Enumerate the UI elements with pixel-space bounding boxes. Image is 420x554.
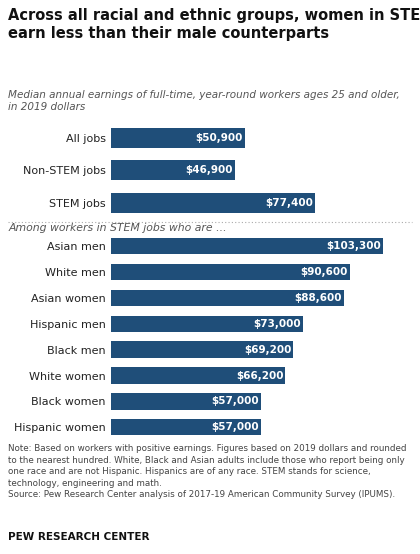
Bar: [111, 367, 285, 383]
Bar: [111, 160, 235, 181]
Text: Median annual earnings of full-time, year-round workers ages 25 and older,
in 20: Median annual earnings of full-time, yea…: [8, 90, 400, 112]
Text: $69,200: $69,200: [244, 345, 291, 355]
Text: $46,900: $46,900: [185, 165, 233, 176]
Text: $57,000: $57,000: [211, 397, 259, 407]
Bar: [111, 193, 315, 213]
Bar: [111, 341, 293, 357]
Text: PEW RESEARCH CENTER: PEW RESEARCH CENTER: [8, 532, 150, 542]
Text: $88,600: $88,600: [295, 293, 342, 302]
Text: Across all racial and ethnic groups, women in STEM
earn less than their male cou: Across all racial and ethnic groups, wom…: [8, 8, 420, 42]
Text: $50,900: $50,900: [196, 133, 243, 143]
Bar: [111, 316, 303, 332]
Text: Among workers in STEM jobs who are ...: Among workers in STEM jobs who are ...: [8, 223, 227, 233]
Bar: [111, 393, 261, 409]
Text: $73,000: $73,000: [254, 319, 301, 329]
Bar: [111, 128, 245, 148]
Bar: [111, 264, 349, 280]
Text: $103,300: $103,300: [326, 240, 381, 250]
Text: $57,000: $57,000: [211, 423, 259, 433]
Text: $77,400: $77,400: [265, 198, 313, 208]
Text: Note: Based on workers with positive earnings. Figures based on 2019 dollars and: Note: Based on workers with positive ear…: [8, 444, 407, 499]
Bar: [111, 238, 383, 254]
Bar: [111, 419, 261, 435]
Text: $66,200: $66,200: [236, 371, 283, 381]
Text: $90,600: $90,600: [300, 266, 347, 276]
Bar: [111, 290, 344, 306]
